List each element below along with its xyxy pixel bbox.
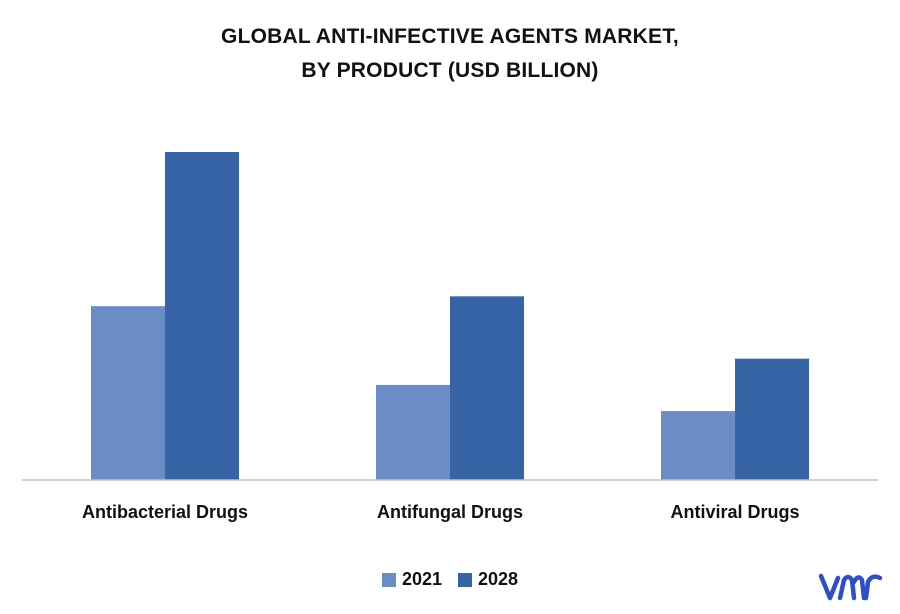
category-labels: Antibacterial Drugs Antifungal Drugs Antiv… <box>82 502 800 522</box>
category-label-antiviral-drugs: Antiviral Drugs <box>670 502 799 522</box>
legend-label-2021: 2021 <box>401 569 442 589</box>
legend-item-2028: 2028 <box>458 569 518 590</box>
category-label-antibacterial-drugs: Antibacterial Drugs <box>82 502 248 522</box>
bars-group <box>91 152 809 480</box>
legend: 2021 2028 <box>0 569 900 590</box>
chart-title: GLOBAL ANTI-INFECTIVE AGENTS MARKET, BY … <box>0 20 900 88</box>
legend-label-2028: 2028 <box>478 569 519 589</box>
bar-antibacterial-drugs-2021 <box>91 306 165 480</box>
legend-swatch-2021 <box>381 572 396 587</box>
bar-antifungal-drugs-2028 <box>450 296 524 480</box>
bar-antibacterial-drugs-2028 <box>165 152 239 480</box>
bar-antiviral-drugs-2028 <box>735 358 809 480</box>
category-label-antifungal-drugs: Antifungal Drugs <box>377 502 523 522</box>
bar-antifungal-drugs-2021 <box>376 384 450 480</box>
legend-swatch-2028 <box>458 572 472 587</box>
chart-title-line-2: BY PRODUCT (USD BILLION) <box>301 59 599 82</box>
legend-item-2021: 2021 <box>381 569 442 590</box>
chart-title-line-1: GLOBAL ANTI-INFECTIVE AGENTS MARKET, <box>221 25 679 48</box>
vmr-logo <box>818 573 883 601</box>
bar-antiviral-drugs-2021 <box>661 411 735 480</box>
